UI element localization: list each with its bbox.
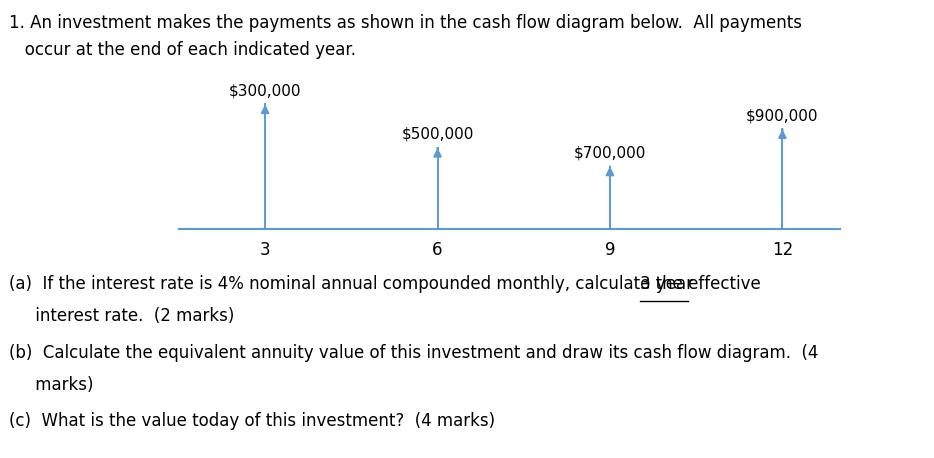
Text: (c)  What is the value today of this investment?  (4 marks): (c) What is the value today of this inve…: [9, 412, 495, 430]
Text: 3: 3: [260, 241, 271, 259]
Text: 6: 6: [432, 241, 443, 259]
Text: interest rate.  (2 marks): interest rate. (2 marks): [9, 307, 234, 325]
Text: 3 year: 3 year: [640, 275, 693, 293]
Text: 12: 12: [771, 241, 793, 259]
Text: occur at the end of each indicated year.: occur at the end of each indicated year.: [9, 41, 357, 59]
Text: marks): marks): [9, 376, 93, 393]
Text: 9: 9: [604, 241, 616, 259]
Text: (b)  Calculate the equivalent annuity value of this investment and draw its cash: (b) Calculate the equivalent annuity val…: [9, 344, 819, 361]
Text: $700,000: $700,000: [573, 145, 646, 160]
Text: $900,000: $900,000: [746, 108, 819, 123]
Text: $300,000: $300,000: [229, 83, 302, 98]
Text: $500,000: $500,000: [402, 127, 474, 142]
Text: (a)  If the interest rate is 4% nominal annual compounded monthly, calculate the: (a) If the interest rate is 4% nominal a…: [9, 275, 766, 293]
Text: 1. An investment makes the payments as shown in the cash flow diagram below.  Al: 1. An investment makes the payments as s…: [9, 14, 802, 32]
